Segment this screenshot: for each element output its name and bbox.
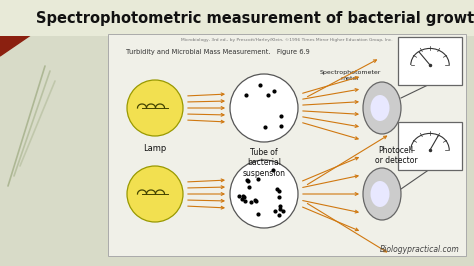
Circle shape xyxy=(127,166,183,222)
Ellipse shape xyxy=(363,82,401,134)
Text: Microbiology, 3rd ed., by Prescott/Harley/Klein, ©1996 Times Mirror Higher Educa: Microbiology, 3rd ed., by Prescott/Harle… xyxy=(181,38,393,42)
Text: Biologypractical.com: Biologypractical.com xyxy=(380,245,460,254)
Circle shape xyxy=(127,80,183,136)
Text: Spectrophotometer
meter: Spectrophotometer meter xyxy=(319,70,381,81)
Polygon shape xyxy=(0,0,38,56)
Ellipse shape xyxy=(371,95,390,121)
FancyBboxPatch shape xyxy=(398,37,462,85)
Text: Spectrophotometric measurement of bacterial growth: Spectrophotometric measurement of bacter… xyxy=(36,11,474,27)
FancyBboxPatch shape xyxy=(398,122,462,170)
FancyBboxPatch shape xyxy=(108,34,466,256)
Text: Turbidity and Microbial Mass Measurement.   Figure 6.9: Turbidity and Microbial Mass Measurement… xyxy=(126,49,310,55)
Text: Photocell
or detector: Photocell or detector xyxy=(374,146,417,165)
Circle shape xyxy=(230,74,298,142)
Text: Lamp: Lamp xyxy=(143,144,167,153)
FancyBboxPatch shape xyxy=(0,0,474,36)
Text: Tube of
bacterial
suspension: Tube of bacterial suspension xyxy=(243,148,285,178)
Circle shape xyxy=(230,160,298,228)
Ellipse shape xyxy=(363,168,401,220)
Ellipse shape xyxy=(371,181,390,207)
